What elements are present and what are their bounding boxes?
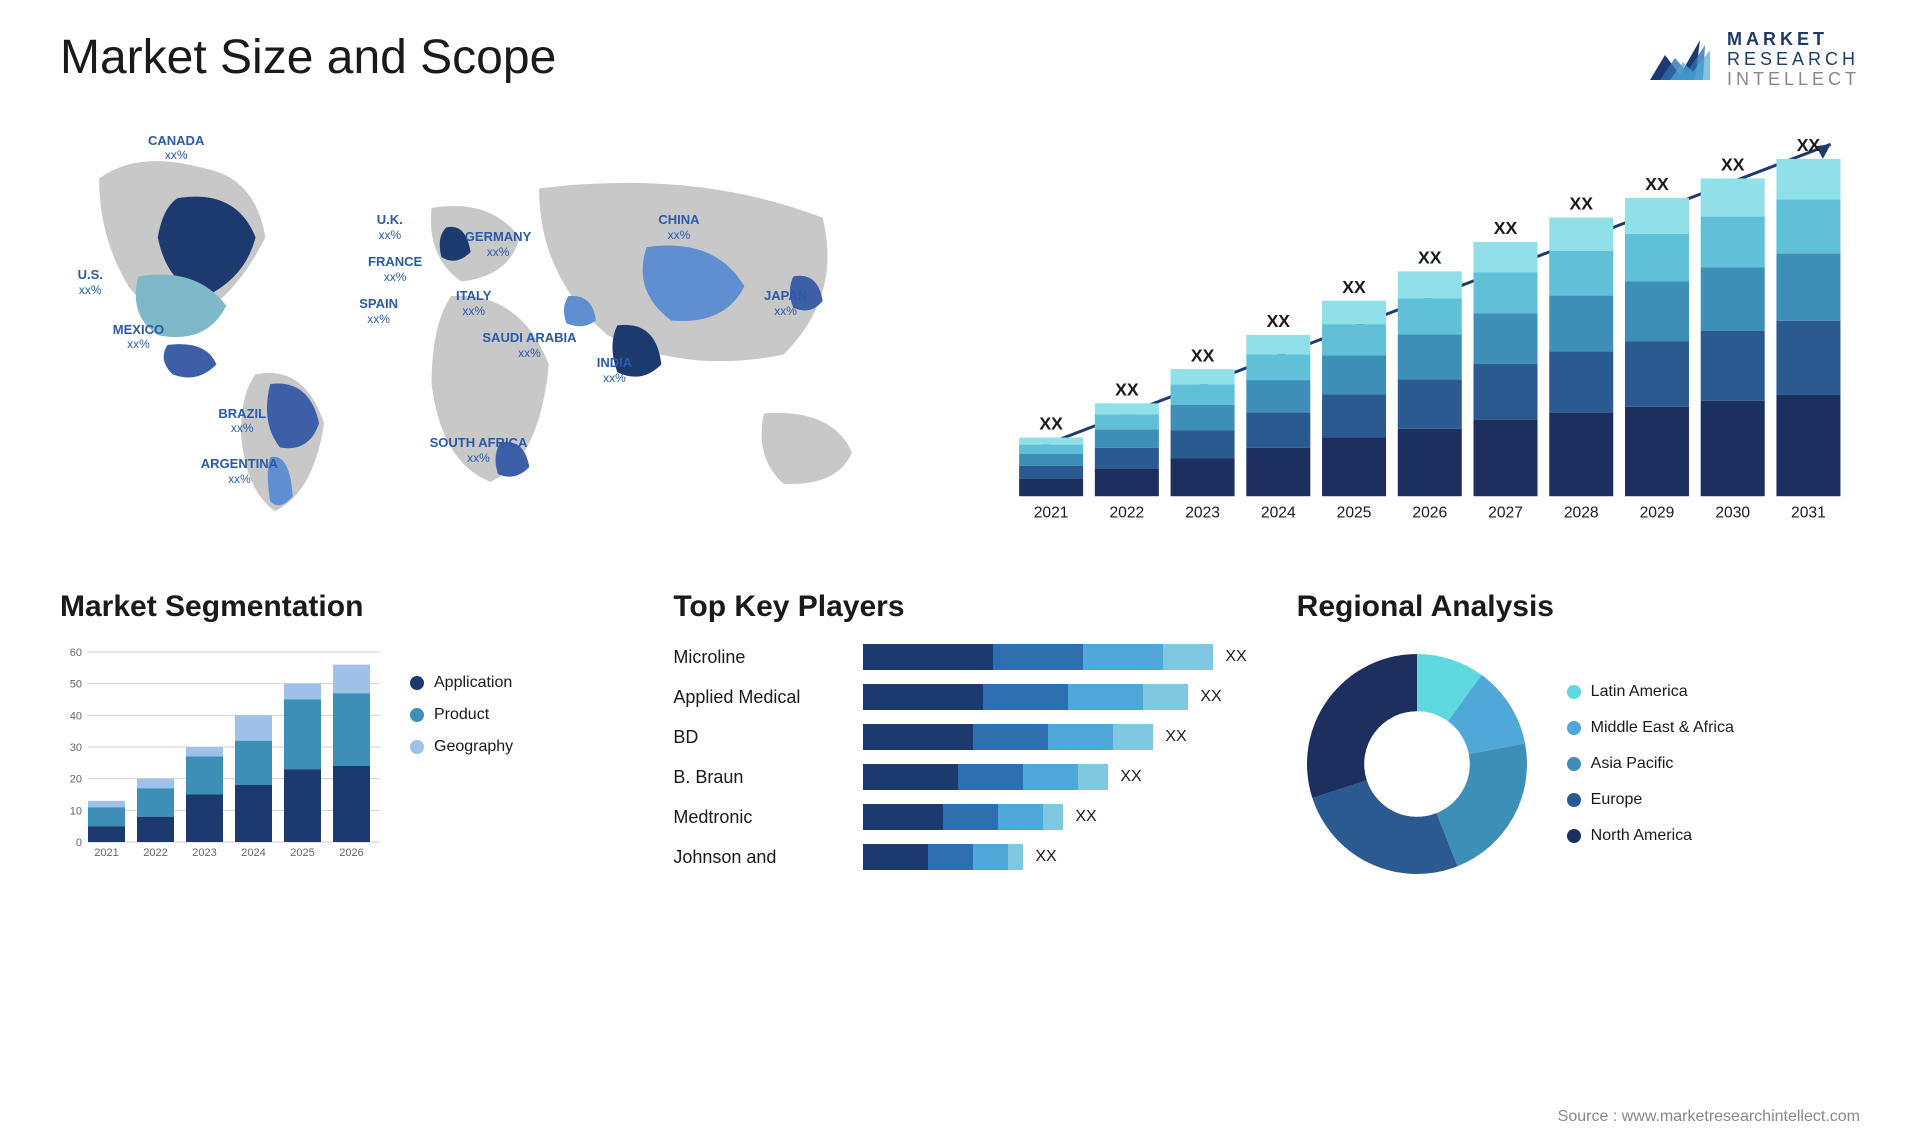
player-value: XX	[1225, 648, 1246, 666]
svg-text:2026: 2026	[339, 847, 363, 859]
svg-text:10: 10	[70, 805, 82, 817]
svg-text:2026: 2026	[1412, 505, 1447, 522]
svg-text:2023: 2023	[192, 847, 216, 859]
svg-text:XX: XX	[1797, 135, 1821, 155]
legend-item: Geography	[410, 738, 513, 756]
svg-text:2023: 2023	[1185, 505, 1220, 522]
svg-text:2029: 2029	[1640, 505, 1675, 522]
svg-text:2024: 2024	[1261, 505, 1296, 522]
svg-text:2022: 2022	[143, 847, 167, 859]
source-attribution: Source : www.marketresearchintellect.com	[1558, 1108, 1860, 1126]
map-label: INDIAxx%	[597, 355, 632, 385]
svg-text:XX: XX	[1418, 248, 1442, 268]
svg-text:2031: 2031	[1791, 505, 1826, 522]
player-bar-row: XX	[863, 724, 1246, 750]
legend-item: Middle East & Africa	[1567, 719, 1734, 737]
player-bar-row: XX	[863, 644, 1246, 670]
svg-text:XX: XX	[1570, 194, 1594, 214]
world-map-chart: CANADAxx% U.S.xx% MEXICOxx% BRAZILxx% ARGENT…	[60, 120, 940, 540]
player-value: XX	[1165, 728, 1186, 746]
player-bar-row: XX	[863, 684, 1246, 710]
svg-text:XX: XX	[1115, 380, 1139, 400]
player-name: B. Braun	[673, 764, 843, 790]
map-label: U.S.xx%	[78, 267, 103, 297]
svg-text:0: 0	[76, 837, 82, 849]
player-bar-row: XX	[863, 764, 1246, 790]
svg-text:30: 30	[70, 742, 82, 754]
svg-text:20: 20	[70, 774, 82, 786]
map-label: SAUDI ARABIAxx%	[482, 330, 576, 360]
svg-text:XX: XX	[1645, 174, 1669, 194]
map-label: BRAZILxx%	[218, 406, 266, 436]
regional-donut-chart	[1297, 644, 1537, 884]
segmentation-chart: 0 10 20 30 40 50 60 2021 2022 2023 2024 2025 2026	[60, 644, 380, 864]
player-bar-row: XX	[863, 804, 1246, 830]
svg-text:2024: 2024	[241, 847, 265, 859]
map-label: JAPANxx%	[764, 288, 807, 318]
brand-logo: MARKET RESEARCH INTELLECT	[1645, 30, 1860, 90]
regional-title: Regional Analysis	[1297, 590, 1860, 624]
svg-text:XX: XX	[1039, 414, 1063, 434]
legend-item: North America	[1567, 827, 1734, 845]
player-value: XX	[1035, 848, 1056, 866]
svg-text:2021: 2021	[1034, 505, 1069, 522]
segmentation-legend: Application Product Geography	[410, 644, 513, 864]
svg-text:2030: 2030	[1715, 505, 1750, 522]
svg-text:2021: 2021	[94, 847, 118, 859]
logo-mark-icon	[1645, 30, 1715, 90]
player-names: Microline Applied Medical BD B. Braun Medtro…	[673, 644, 843, 870]
svg-text:XX: XX	[1494, 218, 1518, 238]
player-name: Applied Medical	[673, 684, 843, 710]
svg-text:XX: XX	[1191, 345, 1215, 365]
map-label: SPAINxx%	[359, 296, 398, 326]
players-section: Top Key Players Microline Applied Medical…	[673, 590, 1246, 884]
segmentation-title: Market Segmentation	[60, 590, 623, 624]
logo-line2: RESEARCH	[1727, 50, 1860, 70]
svg-text:40: 40	[70, 710, 82, 722]
player-name: Microline	[673, 644, 843, 670]
regional-legend: Latin America Middle East & Africa Asia Pa…	[1567, 683, 1734, 845]
map-label: MEXICOxx%	[113, 322, 164, 352]
regional-section: Regional Analysis Latin America Middle Ea…	[1297, 590, 1860, 884]
forecast-chart: XX 2021 XX 2022 XX 2023 XX 2024 XX 2025 XX 2026 XX 20…	[980, 120, 1860, 540]
svg-text:2028: 2028	[1564, 505, 1599, 522]
player-value: XX	[1200, 688, 1221, 706]
map-label: CHINAxx%	[658, 212, 699, 242]
map-label: FRANCExx%	[368, 254, 422, 284]
player-name: Medtronic	[673, 804, 843, 830]
svg-text:2025: 2025	[1337, 505, 1372, 522]
map-label: SOUTH AFRICAxx%	[430, 435, 528, 465]
logo-line3: INTELLECT	[1727, 70, 1860, 90]
world-map-icon	[60, 120, 940, 531]
segmentation-section: Market Segmentation 0 10 20 30 40 50 60 2021 202…	[60, 590, 623, 884]
player-bar-row: XX	[863, 844, 1246, 870]
legend-item: Latin America	[1567, 683, 1734, 701]
logo-line1: MARKET	[1727, 30, 1860, 50]
map-label: ARGENTINAxx%	[201, 456, 278, 486]
svg-text:50: 50	[70, 679, 82, 691]
svg-text:XX: XX	[1342, 277, 1366, 297]
map-label: CANADAxx%	[148, 133, 204, 163]
player-value: XX	[1120, 768, 1141, 786]
legend-item: Application	[410, 674, 513, 692]
player-name: BD	[673, 724, 843, 750]
page-title: Market Size and Scope	[60, 30, 556, 85]
svg-text:2022: 2022	[1109, 505, 1144, 522]
players-title: Top Key Players	[673, 590, 1246, 624]
svg-text:XX: XX	[1721, 155, 1745, 175]
legend-item: Europe	[1567, 791, 1734, 809]
svg-text:2025: 2025	[290, 847, 314, 859]
legend-item: Product	[410, 706, 513, 724]
svg-text:XX: XX	[1267, 311, 1291, 331]
map-label: ITALYxx%	[456, 288, 491, 318]
player-bars-chart: XX XX XX XX XX XX	[863, 644, 1246, 870]
player-name: Johnson and	[673, 844, 843, 870]
legend-item: Asia Pacific	[1567, 755, 1734, 773]
map-label: GERMANYxx%	[465, 229, 531, 259]
map-label: U.K.xx%	[377, 212, 403, 242]
svg-text:2027: 2027	[1488, 505, 1523, 522]
player-value: XX	[1075, 808, 1096, 826]
svg-text:60: 60	[70, 647, 82, 659]
